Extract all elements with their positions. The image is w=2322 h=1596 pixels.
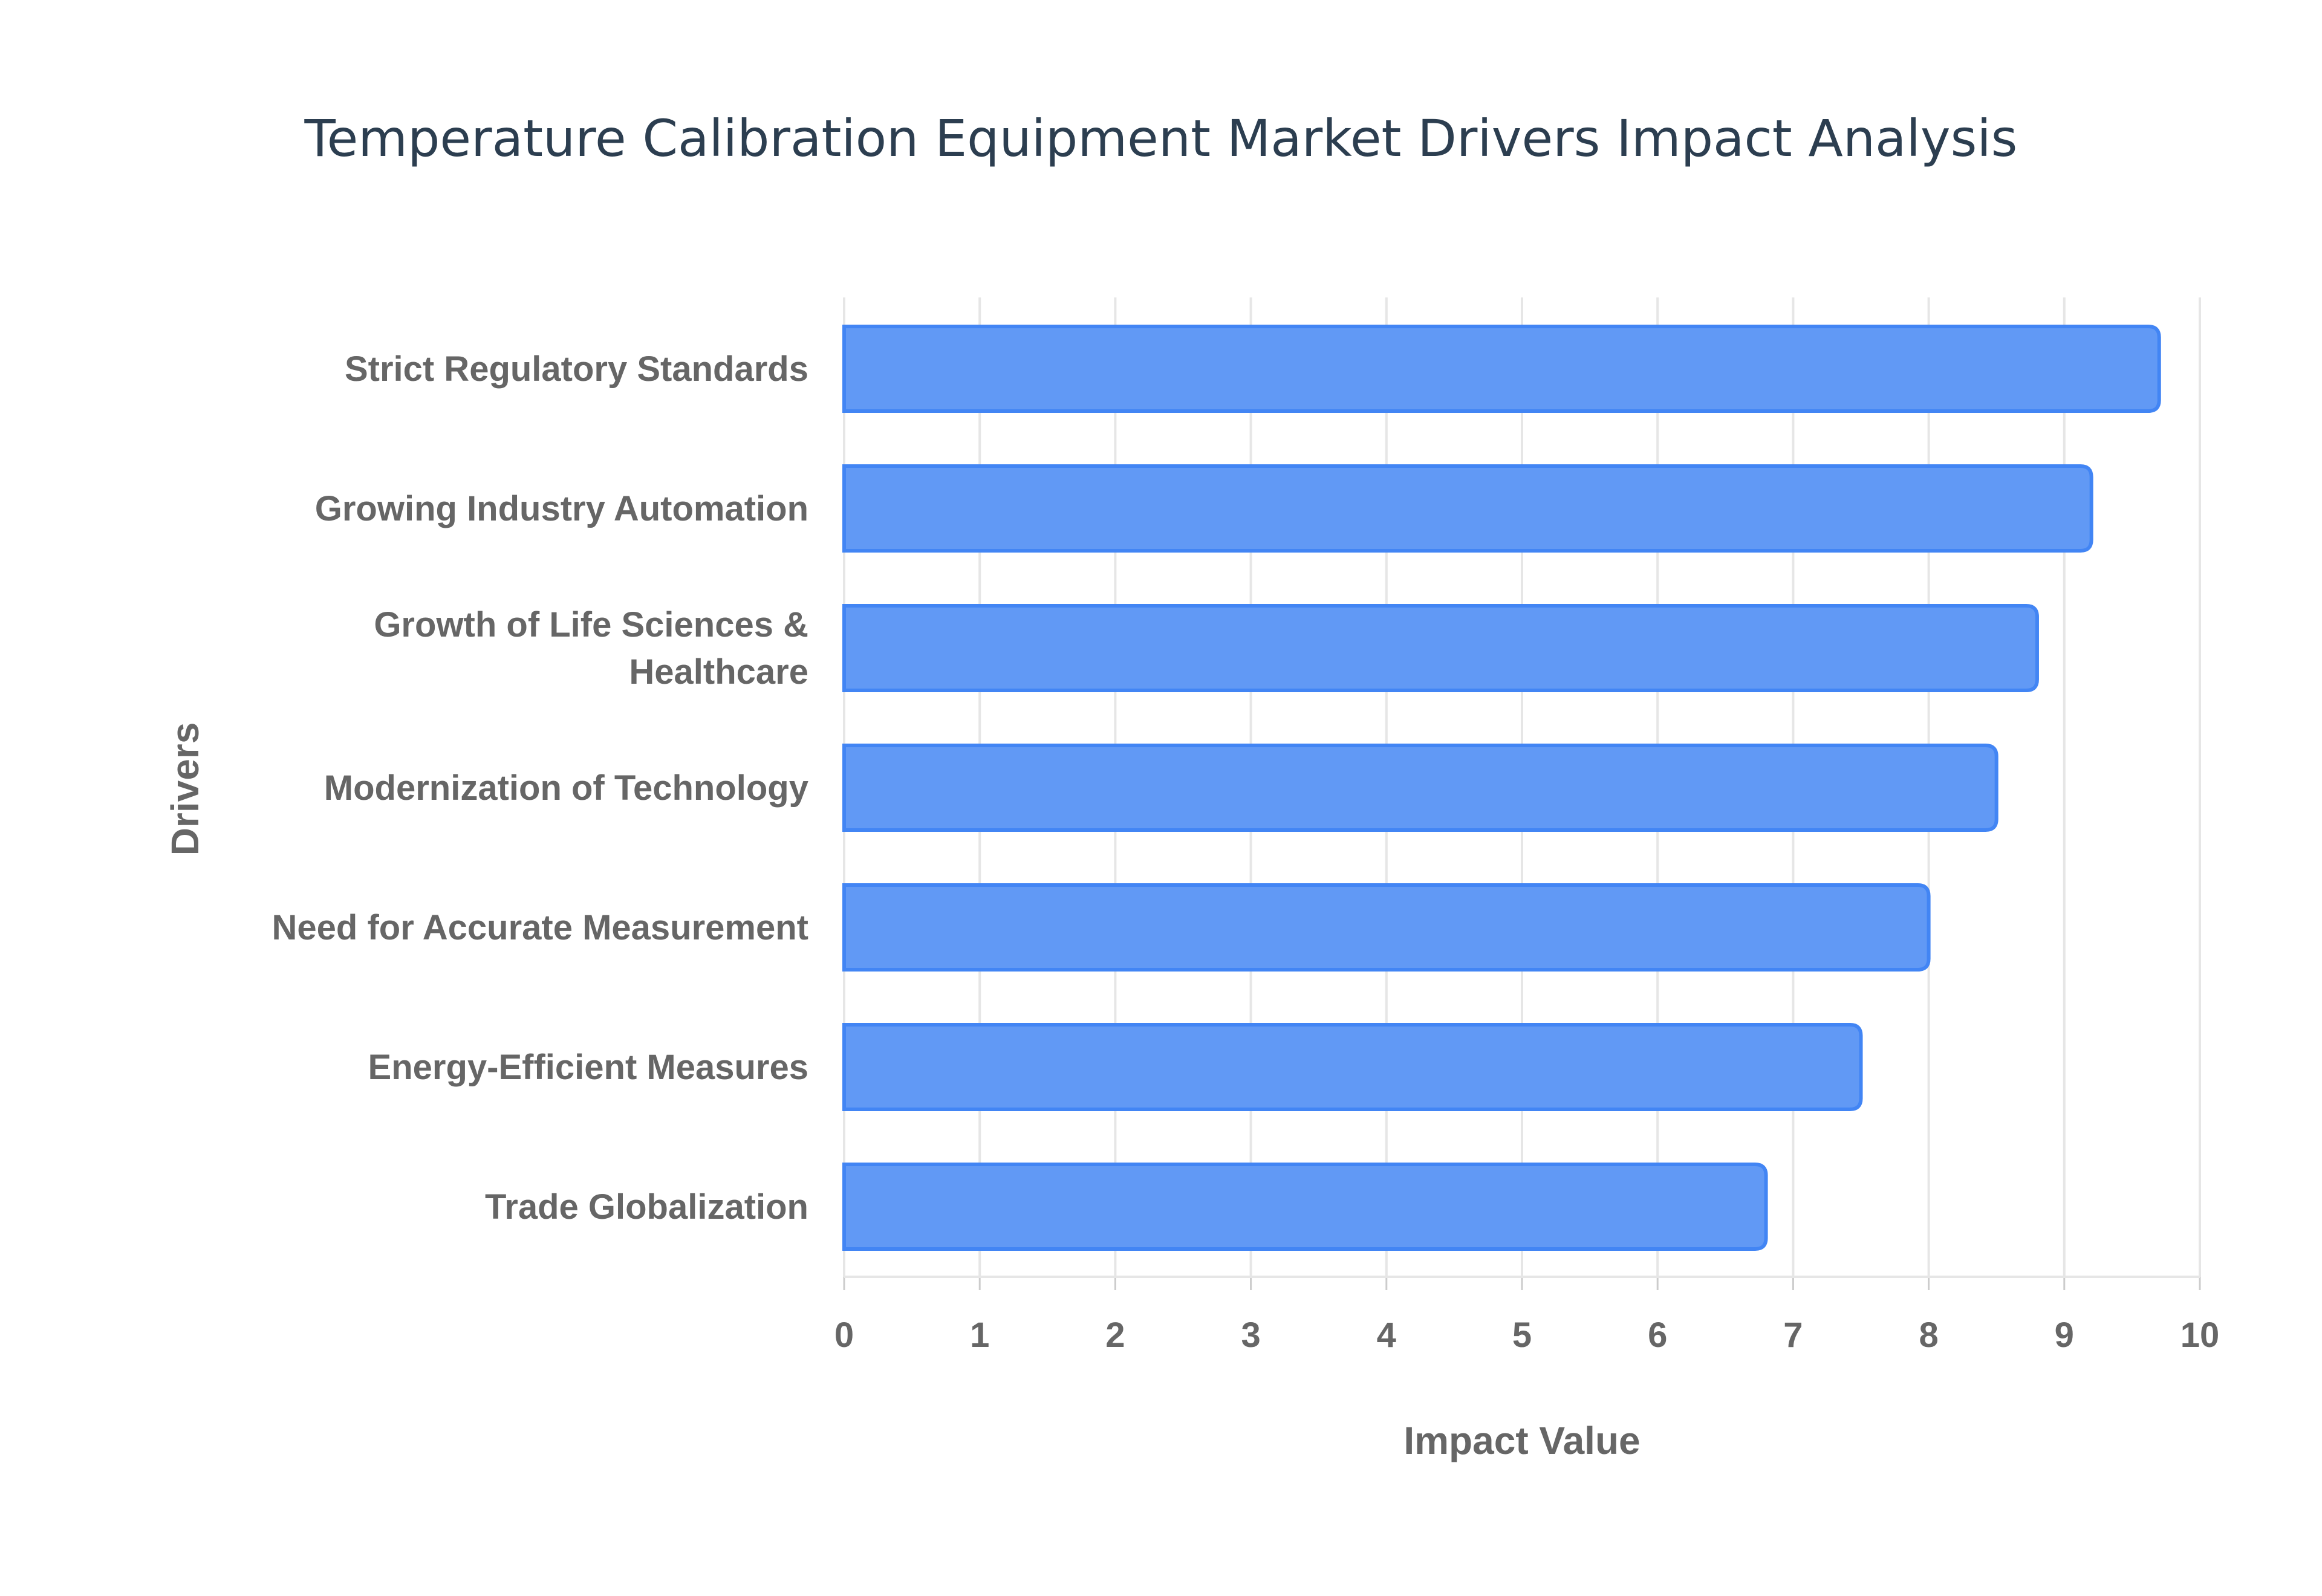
x-tick-label: 6: [1648, 1315, 1667, 1355]
x-tick-label: 10: [2181, 1315, 2220, 1355]
chart-title: Temperature Calibration Equipment Market…: [304, 109, 2018, 168]
x-tick-label: 1: [970, 1315, 989, 1355]
y-category-label: Growth of Life Sciences &: [374, 605, 808, 644]
x-axis-title: Impact Value: [1403, 1419, 1640, 1462]
bar: [842, 744, 1998, 832]
y-category-label: Modernization of Technology: [324, 768, 808, 808]
bar: [842, 1163, 1768, 1251]
y-category-label: Healthcare: [629, 652, 808, 692]
bar: [842, 325, 2161, 413]
x-tick-label: 8: [1919, 1315, 1938, 1355]
x-tick-label: 4: [1377, 1315, 1396, 1355]
x-tick-label: 0: [834, 1315, 854, 1355]
y-category-label: Need for Accurate Measurement: [272, 908, 808, 947]
x-tick-label: 5: [1512, 1315, 1532, 1355]
bar: [842, 883, 1931, 972]
x-tick-label: 9: [2055, 1315, 2074, 1355]
y-category-label: Trade Globalization: [485, 1187, 808, 1227]
y-category-label: Growing Industry Automation: [315, 489, 808, 528]
bar: [842, 604, 2039, 692]
x-tick-label: 7: [1783, 1315, 1803, 1355]
x-tick-label: 3: [1241, 1315, 1260, 1355]
bar: [842, 464, 2093, 553]
y-axis-title: Drivers: [163, 722, 207, 856]
y-category-label: Strict Regulatory Standards: [345, 349, 808, 389]
y-category-label: Energy-Efficient Measures: [368, 1048, 808, 1087]
bar: [842, 1023, 1863, 1111]
x-tick-label: 2: [1105, 1315, 1125, 1355]
